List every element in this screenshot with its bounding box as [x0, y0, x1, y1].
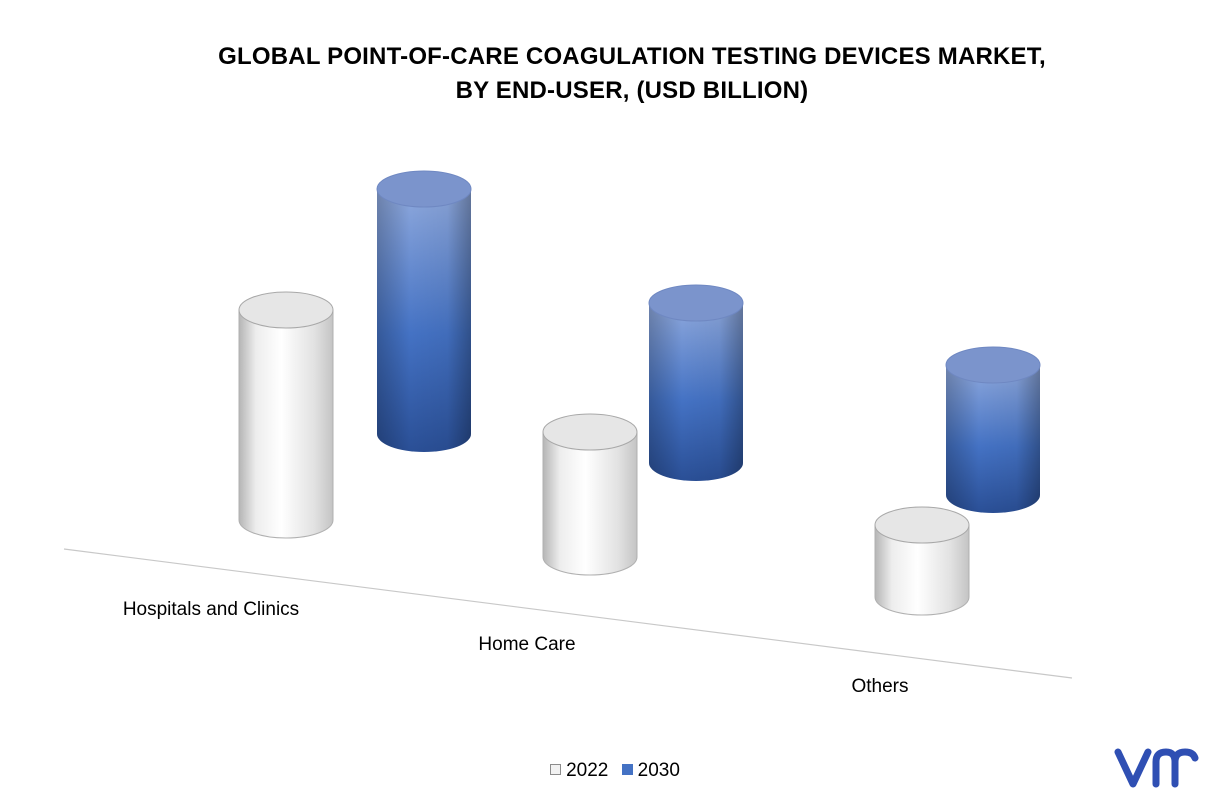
- legend-swatch-2022: [550, 764, 562, 775]
- bar-hospitals-2022: [238, 291, 334, 539]
- bars-layer: [238, 170, 1041, 616]
- bar-others-2030: [945, 346, 1041, 513]
- legend-swatch-2030: [621, 764, 633, 775]
- title-line-1: GLOBAL POINT-OF-CARE COAGULATION TESTING…: [218, 43, 1046, 70]
- bar-home-care-2030: [648, 284, 744, 481]
- legend-item-2022[interactable]: 2022: [550, 760, 608, 782]
- bar-hospitals-2030: [376, 170, 472, 452]
- vmr-logo: [1114, 748, 1199, 788]
- category-labels: Hospitals and Clinics Home Care Others: [123, 599, 909, 697]
- category-label-hospitals: Hospitals and Clinics: [123, 599, 299, 620]
- bar-home-care-2022: [542, 413, 638, 576]
- title-line-2: BY END-USER, (USD BILLION): [455, 77, 809, 104]
- legend-label-2030: 2030: [637, 760, 680, 781]
- chart-title: GLOBAL POINT-OF-CARE COAGULATION TESTING…: [0, 40, 1220, 108]
- legend: 2022 2030: [0, 760, 1220, 782]
- legend-item-2030[interactable]: 2030: [621, 760, 680, 782]
- category-label-others: Others: [851, 676, 908, 697]
- category-label-home-care: Home Care: [478, 634, 575, 655]
- legend-label-2022: 2022: [566, 760, 609, 781]
- bar-others-2022: [874, 506, 970, 616]
- floor-line: [63, 548, 1073, 679]
